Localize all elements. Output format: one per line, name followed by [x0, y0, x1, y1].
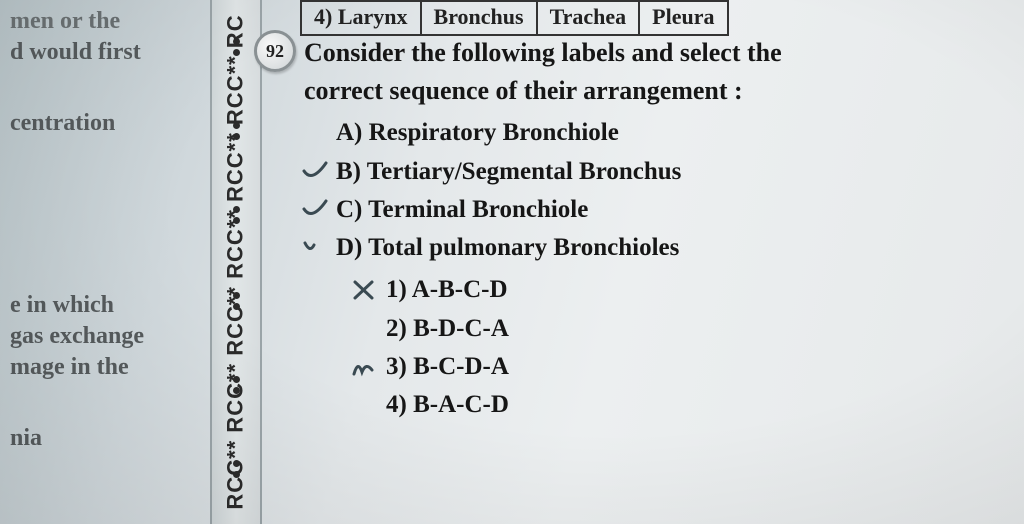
option-1-text: 1) A-B-C-D — [386, 276, 508, 303]
left-frag-3a: e in which — [10, 290, 204, 321]
ribbon-text: RCC** RCC** RCC** RCC** RCC** RCC** RC — [223, 14, 249, 509]
question-number-badge: 92 — [254, 30, 296, 72]
stem-line-2: correct sequence of their arrangement : — [304, 76, 743, 105]
label-c-text: C) Terminal Bronchiole — [336, 196, 588, 223]
table-cell: Pleura — [639, 1, 727, 35]
left-frag-1b: d would first — [10, 37, 204, 68]
left-frag-3: e in which gas exchange mage in the — [10, 290, 204, 384]
label-d-text: D) Total pulmonary Bronchioles — [336, 234, 679, 261]
label-a: A) Respiratory Bronchiole — [310, 115, 1004, 151]
left-frag-3c: mage in the — [10, 352, 204, 383]
option-1: 1) A-B-C-D — [360, 272, 1004, 308]
pen-scribble-icon — [352, 353, 378, 375]
table-cell: Trachea — [537, 1, 640, 35]
left-frag-3b: gas exchange — [10, 321, 204, 352]
label-list: A) Respiratory Bronchiole B) Tertiary/Se… — [310, 115, 1004, 266]
option-3: 3) B-C-D-A — [360, 349, 1004, 385]
left-frag-1: men or the d would first — [10, 6, 204, 68]
option-4: 4) B-A-C-D — [360, 387, 1004, 423]
pen-tick-icon — [302, 196, 328, 218]
label-b-text: B) Tertiary/Segmental Bronchus — [336, 158, 681, 185]
table-cell: Bronchus — [421, 1, 537, 35]
option-list: 1) A-B-C-D 2) B-D-C-A 3) B-C-D-A 4) B-A-… — [360, 272, 1004, 423]
label-b: B) Tertiary/Segmental Bronchus — [310, 154, 1004, 190]
question-number: 92 — [266, 41, 284, 62]
pen-tick-icon — [302, 158, 328, 180]
label-c: C) Terminal Bronchiole — [310, 192, 1004, 228]
pen-cross-icon — [352, 276, 378, 298]
option-3-text: 3) B-C-D-A — [386, 353, 509, 380]
binding-ribbon: RCC** RCC** RCC** RCC** RCC** RCC** RC — [210, 0, 262, 524]
option-2: 2) B-D-C-A — [360, 311, 1004, 347]
stem-line-1: Consider the following labels and select… — [304, 38, 782, 67]
left-frag-4: nia — [10, 423, 204, 454]
question-area: Consider the following labels and select… — [304, 34, 1004, 425]
prev-question-table-row: 4) Larynx Bronchus Trachea Pleura — [300, 0, 729, 36]
left-frag-2: centration — [10, 108, 204, 139]
left-frag-1a: men or the — [10, 6, 204, 37]
pen-tick-icon — [302, 234, 328, 256]
label-d: D) Total pulmonary Bronchioles — [310, 230, 1004, 266]
table-cell: 4) Larynx — [301, 1, 421, 35]
table-cell-text: Larynx — [338, 4, 408, 29]
left-cropped-column: men or the d would first centration e in… — [0, 0, 210, 524]
table-cell-num: 4) — [314, 4, 332, 29]
question-stem: Consider the following labels and select… — [304, 34, 1004, 109]
